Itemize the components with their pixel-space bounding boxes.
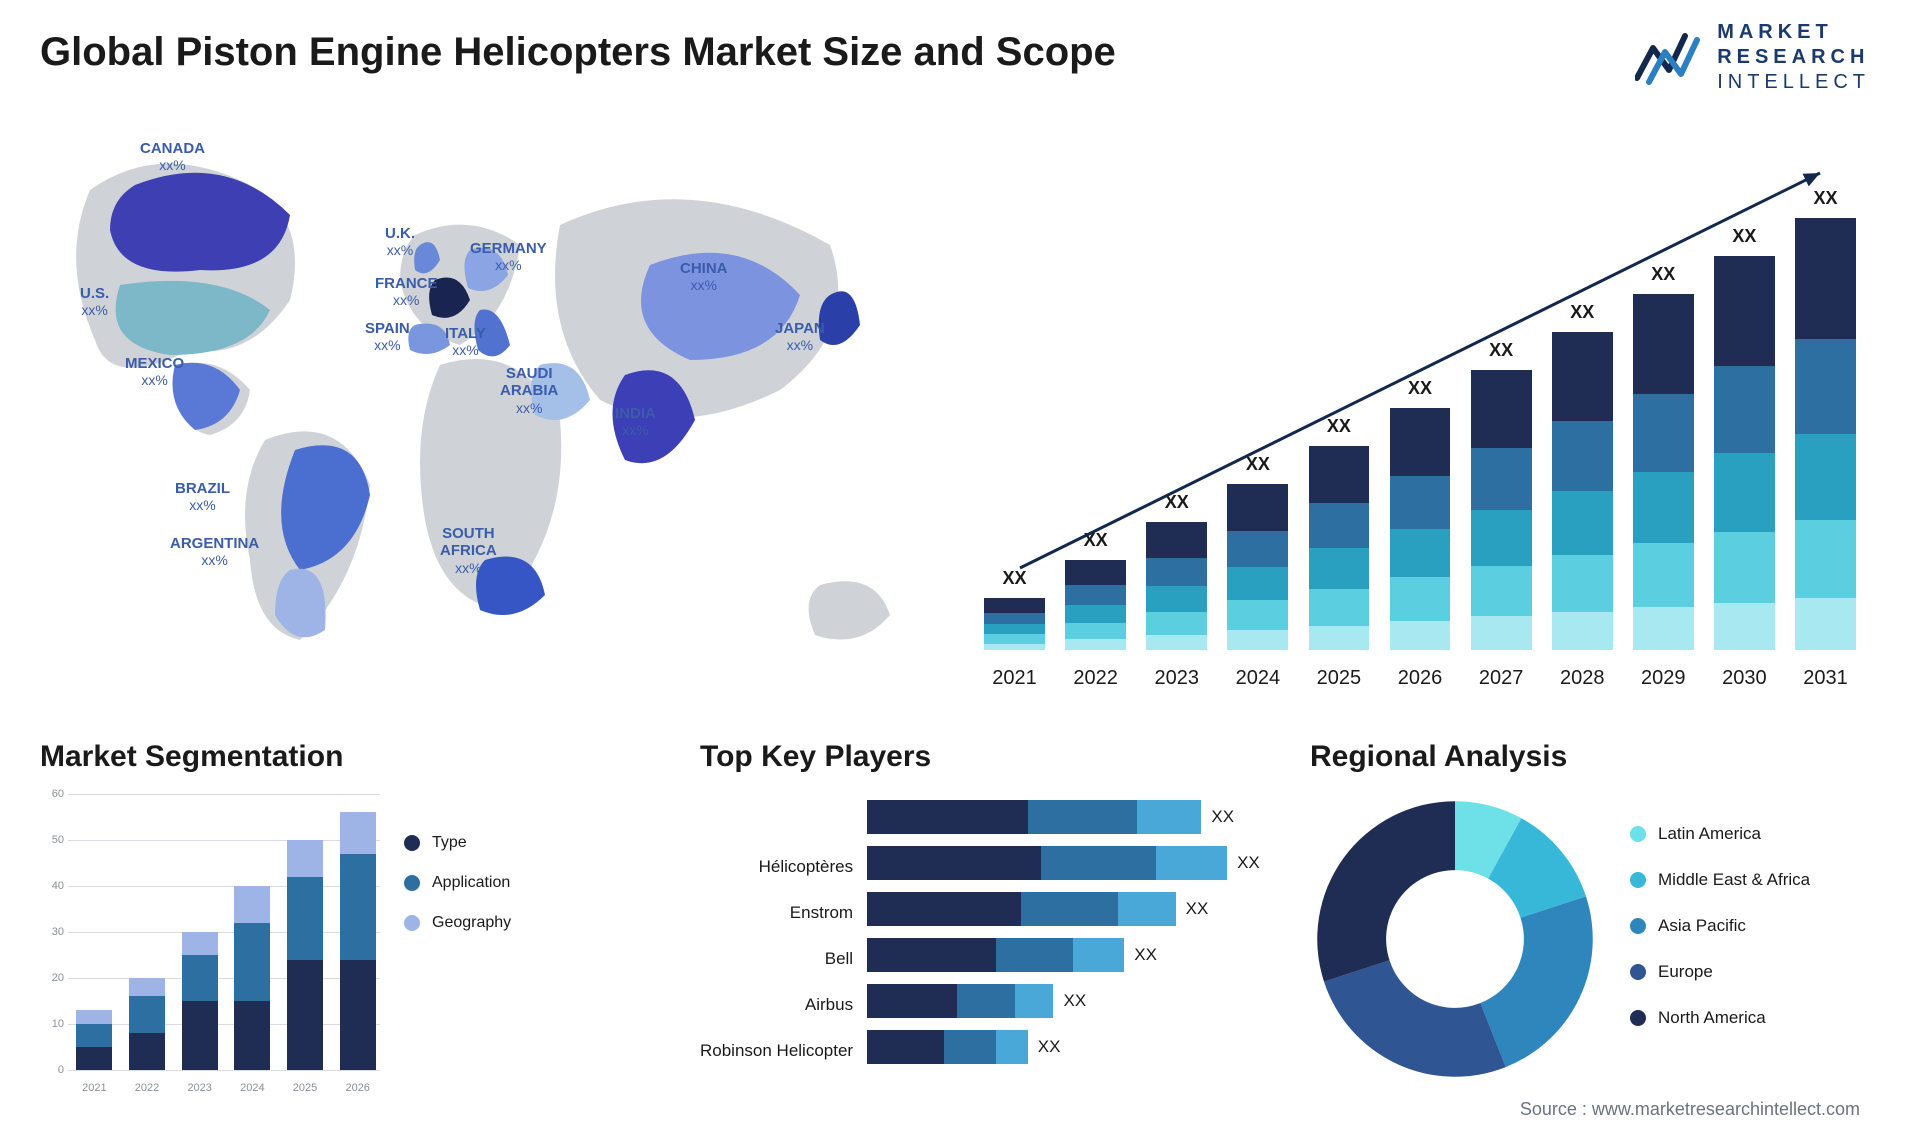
map-country-label: SOUTHAFRICAxx%: [440, 525, 497, 577]
key-player-bar: XX: [867, 932, 1260, 978]
main-chart-bar: XX: [1710, 256, 1779, 650]
key-player-bar: XX: [867, 1024, 1260, 1070]
legend-item: Latin America: [1630, 824, 1870, 844]
main-chart-xtick: 2030: [1710, 659, 1779, 690]
donut-slice: [1324, 960, 1506, 1076]
key-players-chart: HélicoptèresEnstromBellAirbusRobinson He…: [700, 794, 1260, 1074]
legend-item: Middle East & Africa: [1630, 870, 1870, 890]
segmentation-legend: Type Application Geography: [404, 794, 511, 954]
legend-item: Geography: [404, 914, 511, 932]
map-country-label: SPAINxx%: [365, 320, 410, 355]
regional-legend: Latin America Middle East & Africa Asia Pa…: [1630, 824, 1870, 1054]
map-country-label: INDIAxx%: [615, 405, 656, 440]
world-map: CANADAxx% U.S.xx% MEXICOxx% BRAZILxx% ARGENT…: [40, 130, 910, 690]
regional-title: Regional Analysis: [1310, 740, 1870, 774]
regional-chart: Latin America Middle East & Africa Asia Pa…: [1310, 794, 1870, 1084]
logo-text: MARKET RESEARCH INTELLECT: [1717, 20, 1870, 95]
key-player-label: Bell: [825, 936, 853, 982]
map-country-label: CANADAxx%: [140, 140, 205, 175]
main-chart-bar: XX: [1467, 370, 1536, 650]
legend-item: Type: [404, 834, 511, 852]
main-chart-bar: XX: [1061, 560, 1130, 650]
map-country-label: SAUDIARABIAxx%: [500, 365, 558, 417]
main-chart-xtick: 2022: [1061, 659, 1130, 690]
source-citation: Source : www.marketresearchintellect.com: [1520, 1099, 1860, 1120]
segmentation-bar: [335, 812, 380, 1070]
main-chart-xtick: 2027: [1467, 659, 1536, 690]
key-player-label: Enstrom: [790, 890, 853, 936]
map-country-label: CHINAxx%: [680, 260, 728, 295]
map-country-label: ARGENTINAxx%: [170, 535, 259, 570]
key-player-bar: XX: [867, 794, 1260, 840]
main-chart-xtick: 2025: [1304, 659, 1373, 690]
segmentation-bar: [177, 932, 222, 1070]
brand-logo: MARKET RESEARCH INTELLECT: [1635, 20, 1870, 95]
main-chart-bar: XX: [1629, 294, 1698, 650]
main-chart-bar: XX: [1791, 218, 1860, 650]
segmentation-panel: Market Segmentation 01020304050602021202…: [40, 740, 580, 1094]
regional-panel: Regional Analysis Latin America Middle Ea…: [1310, 740, 1870, 1084]
key-players-title: Top Key Players: [700, 740, 1260, 774]
main-chart-bar: XX: [1142, 522, 1211, 650]
main-chart-xtick: 2028: [1548, 659, 1617, 690]
key-player-bar: XX: [867, 886, 1260, 932]
main-chart-bar: XX: [1385, 408, 1454, 650]
key-player-label: Airbus: [805, 982, 853, 1028]
logo-mark-icon: [1635, 28, 1705, 88]
legend-item: North America: [1630, 1008, 1870, 1028]
map-country-label: U.S.xx%: [80, 285, 109, 320]
map-country-label: ITALYxx%: [445, 325, 486, 360]
map-country-label: BRAZILxx%: [175, 480, 230, 515]
main-chart-xtick: 2023: [1142, 659, 1211, 690]
map-country-label: GERMANYxx%: [470, 240, 547, 275]
main-chart-bar: XX: [1548, 332, 1617, 650]
legend-item: Europe: [1630, 962, 1870, 982]
main-chart-xtick: 2029: [1629, 659, 1698, 690]
segmentation-bar: [230, 886, 275, 1070]
segmentation-bar: [125, 978, 170, 1070]
map-country: [110, 173, 290, 272]
page-title: Global Piston Engine Helicopters Market …: [40, 30, 1116, 75]
main-chart-xtick: 2026: [1385, 659, 1454, 690]
map-country-label: MEXICOxx%: [125, 355, 184, 390]
map-country-label: JAPANxx%: [775, 320, 825, 355]
key-player-label: Hélicoptères: [759, 844, 854, 890]
main-chart-bar: XX: [1223, 484, 1292, 650]
main-chart-xtick: 2031: [1791, 659, 1860, 690]
donut-slice: [1480, 896, 1592, 1067]
main-chart-bar: XX: [980, 598, 1049, 650]
map-country: [281, 445, 370, 570]
key-player-bar: XX: [867, 978, 1260, 1024]
legend-item: Asia Pacific: [1630, 916, 1870, 936]
segmentation-chart: 0102030405060202120222023202420252026 Ty…: [40, 794, 580, 1094]
map-country-label: U.K.xx%: [385, 225, 415, 260]
segmentation-title: Market Segmentation: [40, 740, 580, 774]
donut-slice: [1317, 801, 1455, 981]
main-chart-xtick: 2021: [980, 659, 1049, 690]
market-size-chart: XXXXXXXXXXXXXXXXXXXXXX 20212022202320242…: [980, 150, 1860, 690]
legend-item: Application: [404, 874, 511, 892]
key-players-panel: Top Key Players HélicoptèresEnstromBellA…: [700, 740, 1260, 1074]
main-chart-bar: XX: [1304, 446, 1373, 650]
main-chart-xtick: 2024: [1223, 659, 1292, 690]
segmentation-bar: [72, 1010, 117, 1070]
key-player-label: Robinson Helicopter: [700, 1028, 853, 1074]
map-country-label: FRANCExx%: [375, 275, 438, 310]
segmentation-bar: [283, 840, 328, 1070]
key-player-bar: XX: [867, 840, 1260, 886]
